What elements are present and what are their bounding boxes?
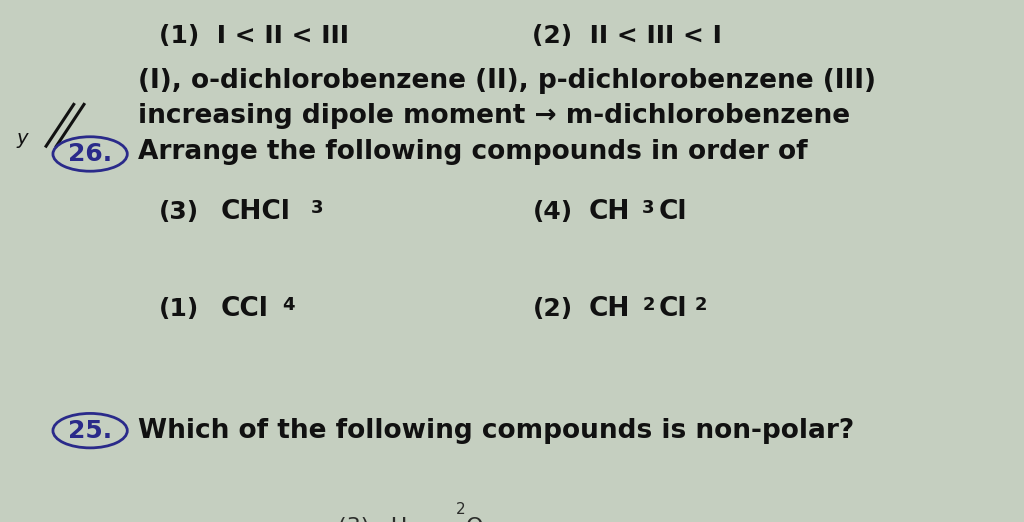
Text: 3: 3 <box>642 199 654 217</box>
Text: (3): (3) <box>159 200 199 224</box>
Text: (4): (4) <box>532 200 572 224</box>
Text: Cl: Cl <box>658 296 687 322</box>
Text: 4: 4 <box>282 295 295 314</box>
Text: y: y <box>16 129 29 148</box>
Text: 25.: 25. <box>68 419 113 443</box>
Text: Cl: Cl <box>658 199 687 225</box>
Text: (3)   H: (3) H <box>338 517 408 522</box>
Text: (1): (1) <box>159 297 199 321</box>
Text: (2)  II < III < I: (2) II < III < I <box>532 24 722 48</box>
Text: 3: 3 <box>310 199 323 217</box>
Text: increasing dipole moment → m-dichlorobenzene: increasing dipole moment → m-dichloroben… <box>138 103 850 128</box>
Text: 2: 2 <box>642 295 654 314</box>
Text: CH: CH <box>589 199 630 225</box>
Text: 26.: 26. <box>68 142 113 166</box>
Text: (1)  I < II < III: (1) I < II < III <box>159 24 349 48</box>
Text: CHCl: CHCl <box>220 199 290 225</box>
Text: 2: 2 <box>456 502 465 517</box>
Text: Arrange the following compounds in order of: Arrange the following compounds in order… <box>138 139 808 165</box>
Text: Which of the following compounds is non-polar?: Which of the following compounds is non-… <box>138 418 854 444</box>
Text: (2): (2) <box>532 297 572 321</box>
Text: O: O <box>466 517 483 522</box>
Text: (I), o-dichlorobenzene (II), p-dichlorobenzene (III): (I), o-dichlorobenzene (II), p-dichlorob… <box>138 68 877 93</box>
Text: 2: 2 <box>695 295 708 314</box>
Text: CH: CH <box>589 296 630 322</box>
Text: CCl: CCl <box>220 296 268 322</box>
